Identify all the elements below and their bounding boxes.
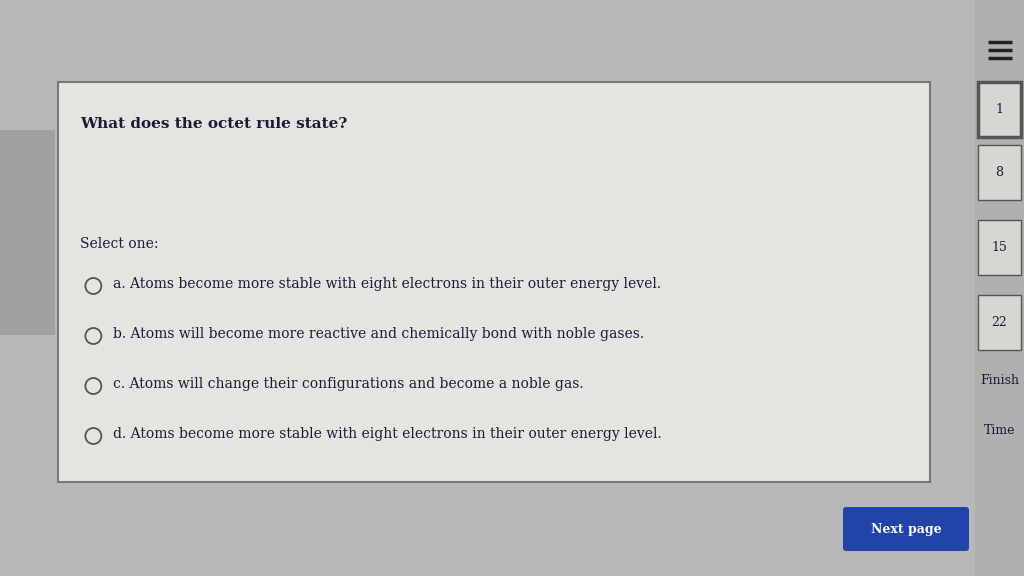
Text: c. Atoms will change their configurations and become a noble gas.: c. Atoms will change their configuration… — [114, 377, 584, 391]
Text: 22: 22 — [991, 316, 1008, 329]
Text: 15: 15 — [991, 241, 1008, 254]
Text: What does the octet rule state?: What does the octet rule state? — [80, 117, 347, 131]
FancyBboxPatch shape — [978, 295, 1021, 350]
Text: 1: 1 — [995, 103, 1004, 116]
Text: b. Atoms will become more reactive and chemically bond with noble gases.: b. Atoms will become more reactive and c… — [114, 327, 644, 341]
Text: a. Atoms become more stable with eight electrons in their outer energy level.: a. Atoms become more stable with eight e… — [114, 277, 662, 291]
FancyBboxPatch shape — [0, 130, 55, 335]
Text: Next page: Next page — [870, 522, 941, 536]
FancyBboxPatch shape — [978, 145, 1021, 200]
Text: Finish: Finish — [980, 373, 1019, 386]
FancyBboxPatch shape — [978, 220, 1021, 275]
Text: Time: Time — [984, 423, 1015, 437]
Text: 8: 8 — [995, 166, 1004, 179]
FancyBboxPatch shape — [978, 82, 1021, 137]
FancyBboxPatch shape — [58, 82, 930, 482]
Text: d. Atoms become more stable with eight electrons in their outer energy level.: d. Atoms become more stable with eight e… — [114, 427, 663, 441]
FancyBboxPatch shape — [843, 507, 969, 551]
Text: Select one:: Select one: — [80, 237, 159, 251]
FancyBboxPatch shape — [975, 0, 1024, 576]
